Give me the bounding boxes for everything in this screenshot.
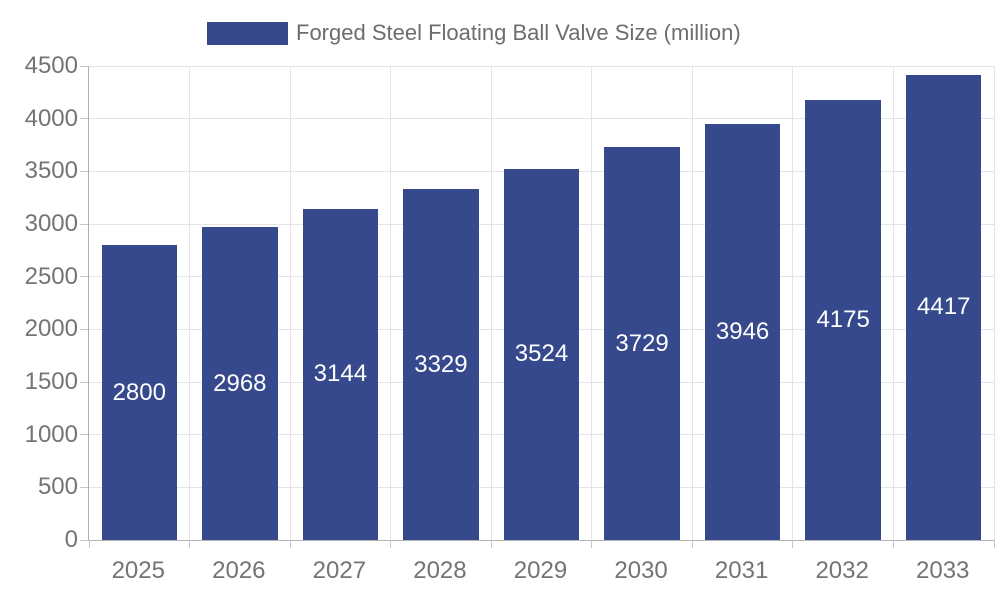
x-gridline [390,66,392,540]
x-gridline [591,66,593,540]
x-axis-tick [189,540,191,548]
x-axis-tick [792,540,794,548]
x-gridline [792,66,794,540]
x-axis-tick [892,540,894,548]
y-gridline [89,65,994,67]
x-axis-label: 2027 [312,557,367,584]
bar-value-label: 3729 [615,329,669,357]
plot-area: 2800 2968 3144 3329 3524 3729 3946 4175 4417 [80,65,995,548]
x-axis-label: 2030 [614,557,668,584]
y-axis-label: 3000 [24,210,78,237]
y-axis-tick [80,328,88,330]
x-axis-label: 2029 [513,557,568,584]
y-axis-tick [80,381,88,383]
y-axis-tick [80,118,88,120]
y-axis-tick [80,539,88,541]
x-axis-tick [490,540,492,548]
x-axis-tick [88,540,90,548]
x-axis-tick [289,540,291,548]
x-gridline [993,66,995,540]
bar-value-label: 4417 [917,293,971,321]
x-gridline [892,66,894,540]
legend[interactable]: Forged Steel Floating Ball Valve Size (m… [207,20,741,46]
x-gridline [691,66,693,540]
x-axis-tick [993,540,995,548]
bar-value-label: 2800 [112,378,166,406]
bar-2026[interactable]: 2968 [202,227,278,540]
x-axis-tick [691,540,693,548]
legend-swatch [207,21,288,45]
bar-2029[interactable]: 3524 [503,168,580,540]
bar-2031[interactable]: 3946 [704,124,781,540]
x-axis-label: 2026 [212,557,266,584]
legend-label: Forged Steel Floating Ball Valve Size (m… [296,20,741,45]
y-axis-tick [80,434,88,436]
bar-2025[interactable]: 2800 [101,245,177,540]
y-axis-tick [80,486,88,488]
bar-value-label: 3946 [715,318,770,346]
x-axis-label: 2025 [111,557,165,584]
y-axis-tick [80,223,88,225]
x-axis-label: 2031 [714,557,769,584]
y-axis-tick [80,170,88,172]
y-axis-label: 500 [37,473,78,501]
bar-value-label: 3329 [414,350,468,378]
bar-value-label: 2968 [213,369,267,397]
bar-2028[interactable]: 3329 [403,189,479,540]
x-axis-tick [390,540,392,548]
y-axis-label: 3500 [24,157,78,185]
x-axis-label: 2032 [815,557,869,584]
bar-value-label: 3144 [313,360,368,388]
x-gridline [289,66,291,540]
y-axis-label: 2000 [24,315,78,343]
y-axis-tick [80,65,88,67]
x-axis-tick [591,540,593,548]
bar-2030[interactable]: 3729 [604,147,680,540]
x-axis-label: 2028 [413,557,467,584]
bar-value-label: 3524 [514,340,569,368]
bar-2027[interactable]: 3144 [302,208,379,540]
bar-2032[interactable]: 4175 [805,100,881,540]
y-axis-label: 1500 [24,368,78,395]
bar-2033[interactable]: 4417 [906,74,982,540]
x-axis-label: 2033 [916,557,970,584]
y-axis-label: 1000 [24,420,78,448]
y-axis-label: 0 [64,526,78,553]
y-axis-tick [80,276,88,278]
bar-value-label: 4175 [816,306,870,334]
y-axis-label: 4000 [24,104,78,132]
x-gridline [490,66,492,540]
y-axis-label: 2500 [24,262,78,290]
y-axis-label: 4500 [24,52,78,79]
y-gridline [89,118,994,120]
x-gridline [189,66,191,540]
